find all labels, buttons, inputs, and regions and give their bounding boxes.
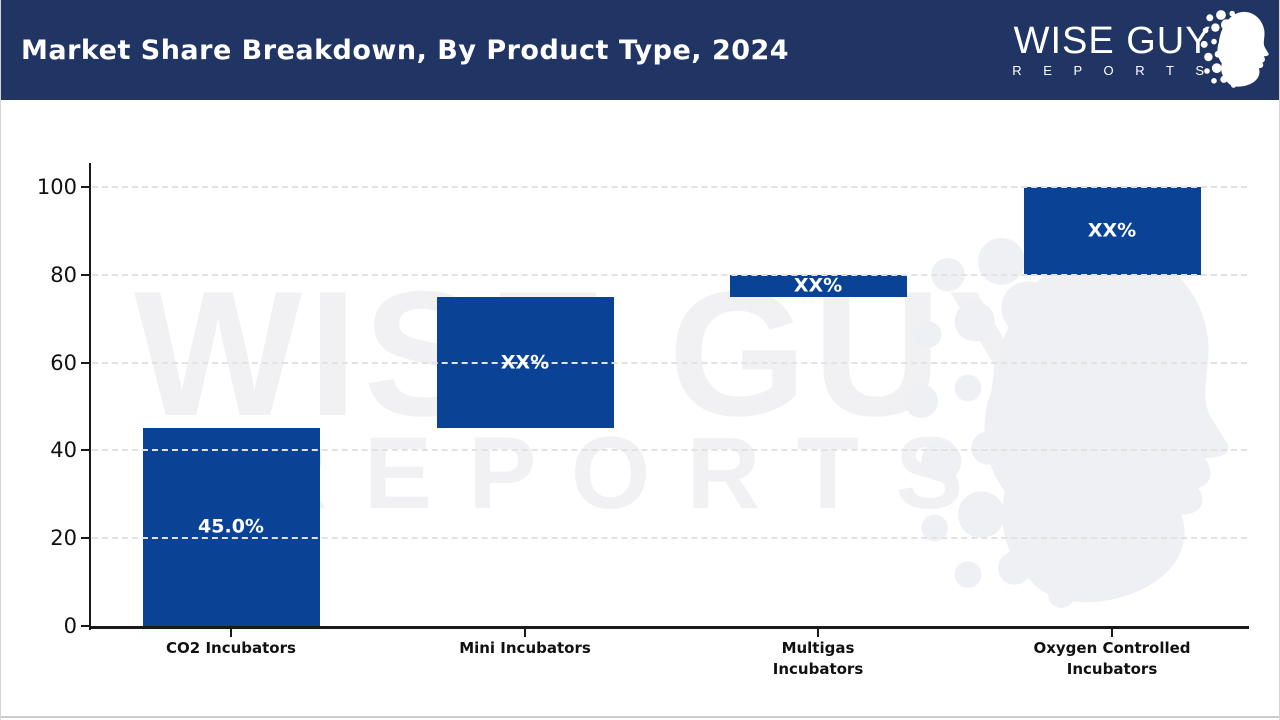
logo-wordmark: WISE GUY R E P O R T S: [1012, 19, 1213, 79]
y-tick-mark-0: [81, 625, 89, 627]
bar-value-label: XX%: [793, 274, 843, 297]
category-label: Oxygen Controlled Incubators: [1033, 639, 1191, 678]
header: Market Share Breakdown, By Product Type,…: [1, 0, 1279, 100]
gridline-40: [92, 449, 1247, 452]
y-tick-mark-100: [81, 186, 89, 188]
bottom-border: [1, 716, 1279, 718]
x-tick-mark: [524, 629, 526, 637]
bar-value-label: XX%: [1087, 219, 1137, 242]
x-tick-mark: [817, 629, 819, 637]
y-tick-label-0: 0: [63, 614, 77, 638]
category-label: CO2 Incubators: [166, 639, 296, 657]
x-tick-mark: [1111, 629, 1113, 637]
y-tick-mark-60: [81, 361, 89, 364]
bar-segment: [729, 274, 907, 297]
y-tick-mark-40: [81, 449, 89, 452]
bar-segment: [1023, 187, 1201, 275]
logo-reports-text: R E P O R T S: [1012, 63, 1213, 79]
gridline-20: [92, 537, 1247, 540]
y-tick-label-100: 100: [36, 175, 77, 199]
logo-wordmark-text: WISE GUY: [1013, 19, 1212, 62]
x-tick-mark: [230, 629, 232, 637]
y-axis-line: [89, 163, 91, 630]
y-tick-mark-20: [81, 537, 89, 540]
gridline-100: [92, 186, 1247, 188]
y-tick-label-60: 60: [50, 350, 77, 375]
category-label: Multigas Incubators: [772, 639, 864, 678]
wise-guy-logo: WISE GUY R E P O R T S: [1012, 8, 1271, 92]
bar-segment: [142, 428, 320, 626]
bar-value-label: XX%: [500, 351, 550, 374]
y-tick-label-80: 80: [50, 262, 77, 287]
y-tick-label-40: 40: [50, 438, 77, 463]
watermark-head-icon: [904, 238, 1229, 608]
page-title: Market Share Breakdown, By Product Type,…: [21, 34, 790, 66]
logo-head-icon: [1200, 10, 1269, 88]
category-label: Mini Incubators: [459, 639, 591, 657]
bar-value-label: 45.0%: [198, 515, 264, 538]
y-tick-label-20: 20: [50, 526, 77, 551]
x-axis-line: [89, 626, 1249, 629]
y-tick-mark-80: [81, 273, 89, 276]
gridline-80: [92, 273, 1247, 276]
watermark-reports: R E P O R T S: [254, 416, 968, 530]
gridline-60: [92, 361, 1247, 364]
